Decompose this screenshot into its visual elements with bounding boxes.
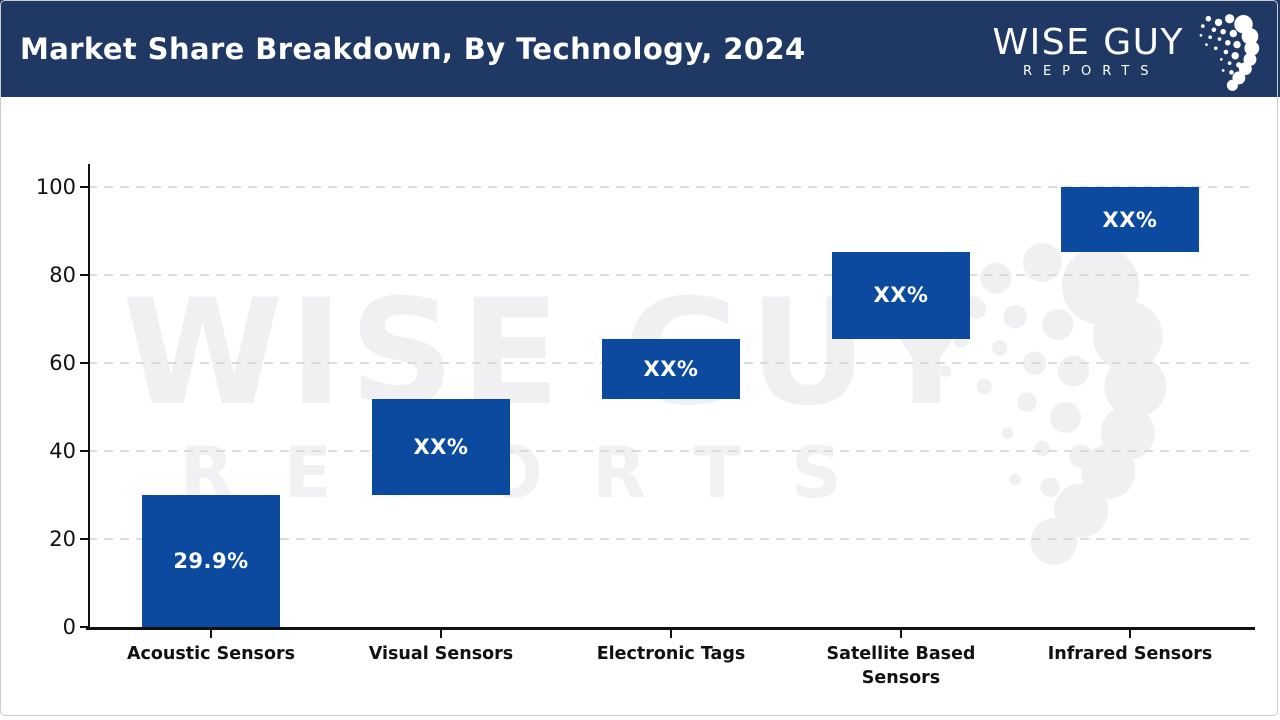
bar-value-label: XX%	[1102, 207, 1158, 232]
header-bar: Market Share Breakdown, By Technology, 2…	[0, 0, 1280, 97]
brand-name: WISE GUY	[992, 22, 1184, 63]
gridline	[88, 274, 1255, 276]
dotted-head-icon	[1199, 13, 1260, 91]
gridline	[88, 450, 1255, 452]
x-axis-line	[86, 627, 1255, 630]
bar-acoustic-sensors: 29.9%	[142, 495, 280, 627]
bar-value-label: 29.9%	[173, 549, 249, 574]
x-tick-mark	[1129, 630, 1131, 638]
bar-electronic-tags: XX%	[602, 338, 740, 400]
x-tick-label: Infrared Sensors	[1047, 644, 1213, 664]
watermark-head-graphic	[916, 243, 1167, 565]
bar-value-label: XX%	[873, 283, 929, 308]
y-tick-label: 60	[49, 351, 76, 375]
y-tick-mark	[80, 538, 88, 540]
y-tick-label: 20	[49, 527, 76, 551]
x-tick-label: Acoustic Sensors	[126, 644, 296, 664]
y-tick-label: 0	[62, 615, 76, 639]
y-tick-mark	[80, 626, 88, 628]
brand-subname: REPORTS	[1022, 64, 1160, 79]
x-tick-mark	[670, 630, 672, 638]
bar-value-label: XX%	[413, 435, 469, 460]
y-axis-line	[88, 164, 90, 628]
watermark-subtext: REPORTS	[180, 432, 892, 514]
x-tick-mark	[900, 630, 902, 638]
x-tick-label: Visual Sensors	[368, 644, 514, 664]
y-tick-label: 100	[35, 175, 76, 199]
bar-satellite-based-sensors: XX%	[832, 252, 970, 339]
x-tick-label: Satellite Based Sensors	[826, 644, 976, 688]
y-tick-mark	[80, 186, 88, 188]
y-tick-mark	[80, 274, 88, 276]
x-tick-label: Electronic Tags	[596, 644, 746, 664]
gridline	[88, 538, 1255, 540]
chart-plot-area: 0 20 40 60 80 100 29.9% Acoustic Sensors XX% Visu…	[0, 97, 1280, 715]
brand-logo: WISE GUY REPORTS	[993, 11, 1263, 93]
y-tick-mark	[80, 362, 88, 364]
gridline	[88, 186, 1255, 188]
bar-value-label: XX%	[643, 356, 699, 381]
y-tick-label: 80	[49, 263, 76, 287]
y-tick-label: 40	[49, 439, 76, 463]
bar-infrared-sensors: XX%	[1061, 187, 1199, 253]
x-tick-mark	[210, 630, 212, 638]
page-title: Market Share Breakdown, By Technology, 2…	[20, 31, 806, 66]
y-tick-mark	[80, 450, 88, 452]
x-tick-mark	[440, 630, 442, 638]
bar-visual-sensors: XX%	[372, 399, 510, 496]
brand-logo-text: WISE GUY REPORTS	[992, 22, 1185, 79]
